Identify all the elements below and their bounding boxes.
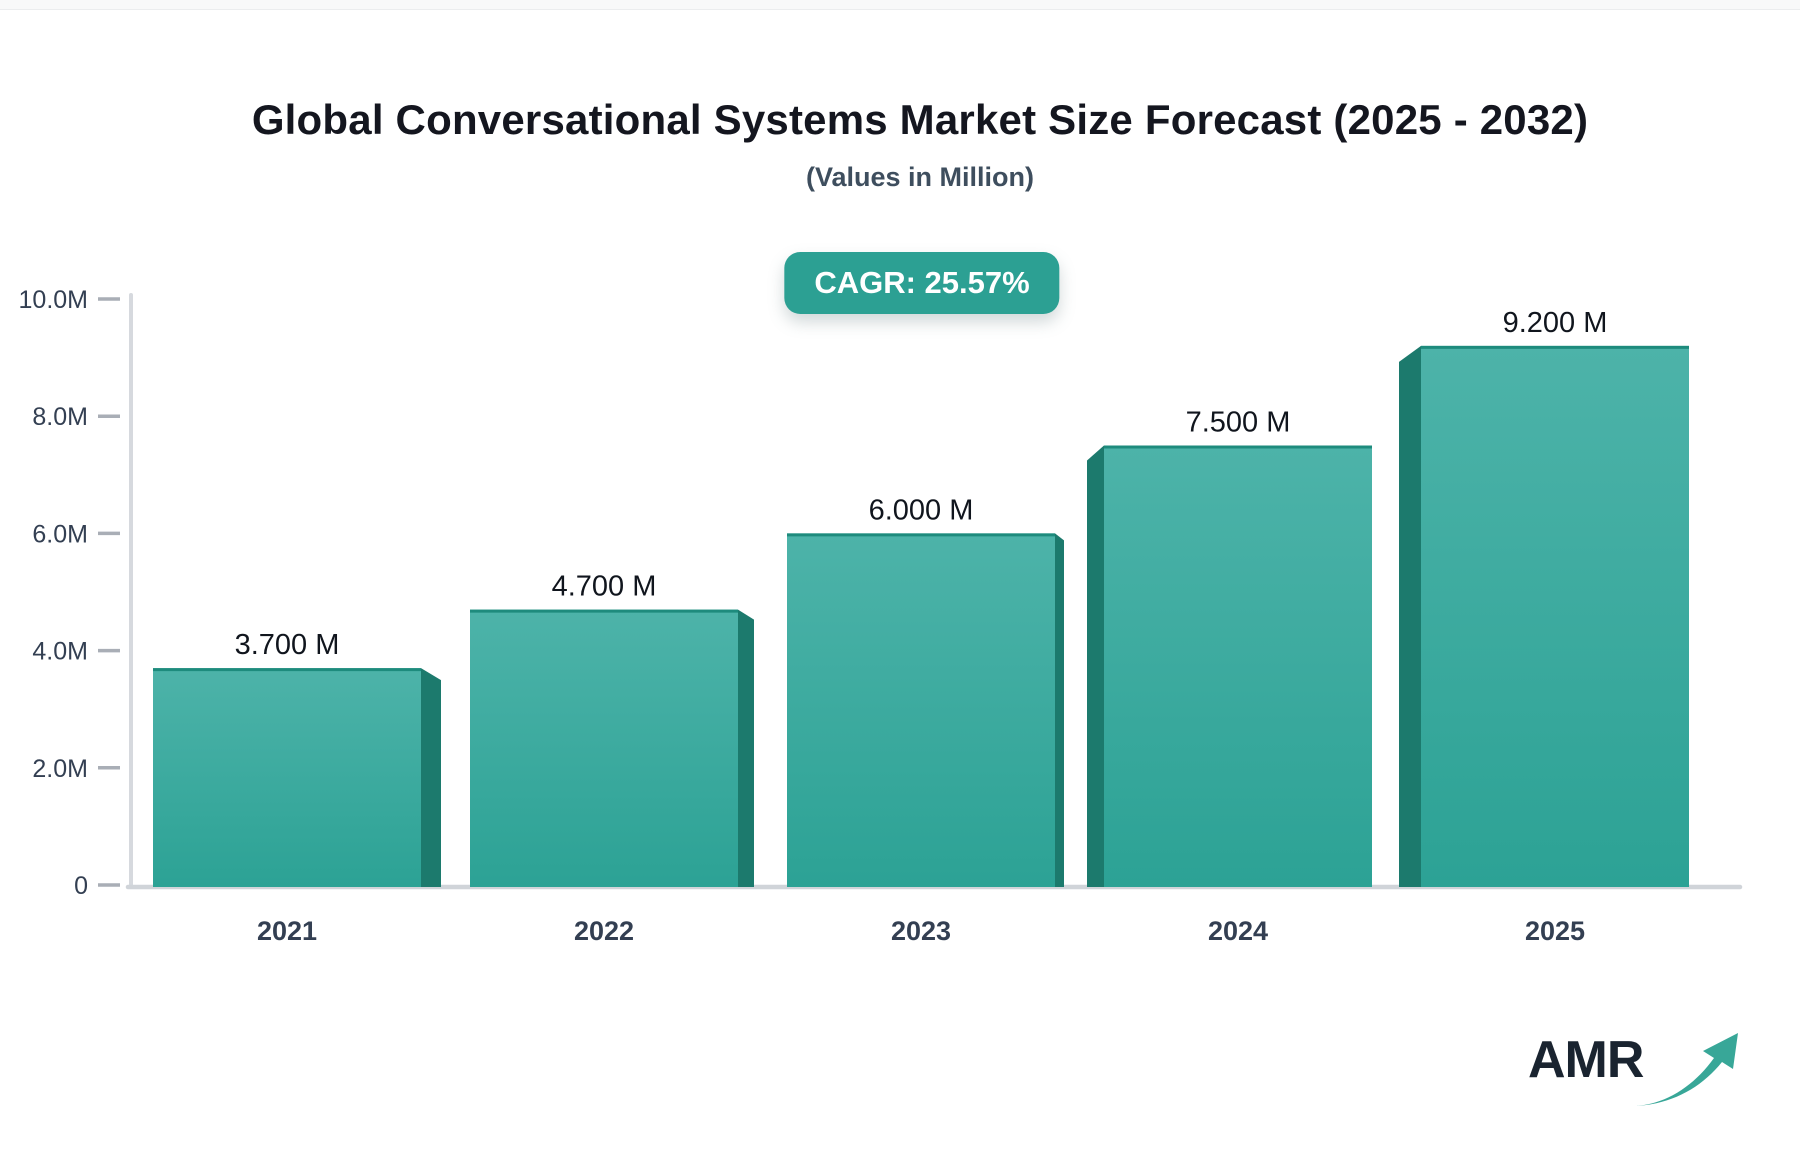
bar-group-2023: 6.000 M 2023 [787,494,1064,946]
y-axis-tick-label: 2.0M [32,755,88,783]
amr-logo: AMR [1520,1022,1738,1112]
page-top-border [0,0,1800,10]
bar-value-label: 9.200 M [1503,307,1608,339]
x-axis-label: 2022 [574,916,634,946]
bar-side-face [1399,345,1421,887]
bar-face [470,609,738,887]
bar-value-label: 4.700 M [552,571,657,603]
amr-logo-text: AMR [1528,1031,1644,1089]
bar-face [153,668,421,887]
y-axis-tick-label: 4.0M [32,638,88,666]
x-axis-label: 2023 [891,916,951,946]
x-axis-label: 2024 [1208,916,1268,946]
bar-value-label: 3.700 M [235,629,340,661]
bar-side-face [1087,445,1104,887]
x-axis-label: 2025 [1525,916,1585,946]
bar-group-2024: 7.500 M 2024 [1087,407,1372,946]
x-axis-label: 2021 [257,916,317,946]
y-axis-tick-label: 10.0M [19,286,88,314]
bar-side-face [1055,533,1064,887]
bar-side-face [738,609,754,887]
y-axis-tick-label: 8.0M [32,403,88,431]
bar-group-2025: 9.200 M 2025 [1399,307,1689,946]
chart-title: Global Conversational Systems Market Siz… [251,96,1589,143]
chart-subtitle: (Values in Million) [805,162,1035,192]
bar-value-label: 7.500 M [1186,407,1291,439]
plot-area: 0 2.0M 4.0M 6.0M 8.0M 10.0M 3.700 M 2021 4.700 M… [19,286,1743,946]
bar-face [787,533,1055,887]
bar-group-2022: 4.700 M 2022 [470,571,754,946]
bar-value-label: 6.000 M [869,494,974,526]
y-axis-tick-label: 6.0M [32,520,88,548]
cagr-badge: CAGR: 25.57% [784,252,1060,314]
bar-group-2021: 3.700 M 2021 [153,629,441,946]
bar-side-face [421,668,441,887]
bar-face [1104,445,1372,887]
y-axis-tick-label: 0 [74,872,88,900]
bar-face [1421,345,1689,887]
growth-arrow-icon [1636,1033,1738,1106]
